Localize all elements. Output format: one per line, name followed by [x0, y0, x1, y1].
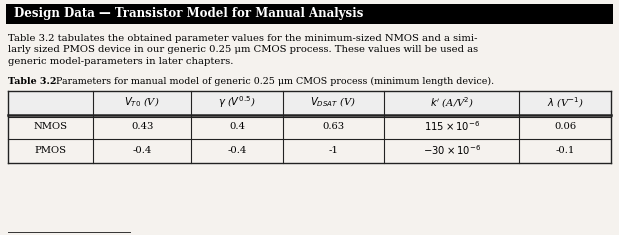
Text: $-30 \times 10^{-6}$: $-30 \times 10^{-6}$: [423, 144, 480, 157]
Text: -0.1: -0.1: [555, 146, 575, 155]
Text: Table 3.2 tabulates the obtained parameter values for the minimum-sized NMOS and: Table 3.2 tabulates the obtained paramet…: [8, 34, 477, 43]
Text: $V_{T0}$ (V): $V_{T0}$ (V): [124, 96, 160, 109]
Text: Table 3.2: Table 3.2: [8, 77, 56, 86]
Text: Parameters for manual model of generic 0.25 μm CMOS process (minimum length devi: Parameters for manual model of generic 0…: [50, 77, 494, 86]
Text: larly sized PMOS device in our generic 0.25 μm CMOS process. These values will b: larly sized PMOS device in our generic 0…: [8, 46, 478, 55]
Text: 0.06: 0.06: [554, 122, 576, 131]
Text: -1: -1: [328, 146, 338, 155]
Text: $V_{DSAT}$ (V): $V_{DSAT}$ (V): [310, 96, 356, 109]
Text: $115 \times 10^{-6}$: $115 \times 10^{-6}$: [423, 120, 480, 133]
Text: 0.43: 0.43: [131, 122, 154, 131]
Text: generic model-parameters in later chapters.: generic model-parameters in later chapte…: [8, 57, 233, 66]
FancyBboxPatch shape: [6, 4, 613, 24]
FancyBboxPatch shape: [8, 90, 611, 114]
Text: $\lambda$ (V$^{-1}$): $\lambda$ (V$^{-1}$): [547, 95, 584, 110]
Text: $\gamma$ ($V^{0.5}$): $\gamma$ ($V^{0.5}$): [218, 95, 256, 110]
Text: 0.63: 0.63: [322, 122, 344, 131]
Text: -0.4: -0.4: [227, 146, 246, 155]
Text: NMOS: NMOS: [33, 122, 67, 131]
Text: PMOS: PMOS: [35, 146, 67, 155]
Text: 0.4: 0.4: [229, 122, 245, 131]
Text: Design Data — Transistor Model for Manual Analysis: Design Data — Transistor Model for Manua…: [14, 8, 363, 20]
Text: $k'$ (A/V$^2$): $k'$ (A/V$^2$): [430, 95, 474, 110]
Text: -0.4: -0.4: [132, 146, 152, 155]
